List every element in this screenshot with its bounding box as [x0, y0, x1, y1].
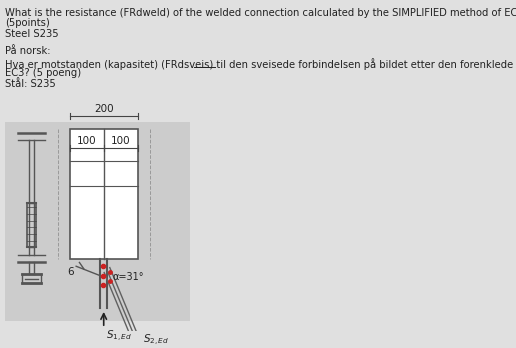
Text: $S_{1,Ed}$: $S_{1,Ed}$: [106, 329, 132, 344]
Text: Hva er motstanden (kapasitet) (FRdsveis) til den sveisede forbindelsen på bildet: Hva er motstanden (kapasitet) (FRdsveis)…: [5, 58, 516, 70]
Text: Steel S235: Steel S235: [5, 29, 59, 39]
Text: 6: 6: [68, 267, 74, 277]
Text: EC3? (5 poeng): EC3? (5 poeng): [5, 69, 82, 78]
Bar: [5, 122, 190, 322]
Text: (5points): (5points): [5, 18, 50, 28]
Text: 100: 100: [111, 136, 131, 147]
Text: $S_{2,Ed}$: $S_{2,Ed}$: [143, 333, 169, 348]
Bar: [70, 129, 138, 259]
Text: What is the resistance (FRdweld) of the welded connection calculated by the SIMP: What is the resistance (FRdweld) of the …: [5, 8, 516, 18]
Text: Stål: S235: Stål: S235: [5, 79, 56, 89]
Text: α=31°: α=31°: [112, 272, 144, 282]
Text: På norsk:: På norsk:: [5, 46, 51, 56]
Text: 200: 200: [94, 104, 114, 114]
Text: 100: 100: [77, 136, 96, 147]
